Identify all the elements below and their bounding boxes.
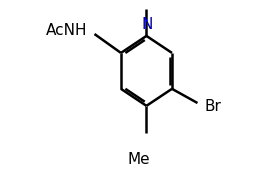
Text: AcNH: AcNH [46,23,88,38]
Text: N: N [142,17,153,32]
Text: Br: Br [204,99,221,114]
Text: Me: Me [127,152,150,167]
